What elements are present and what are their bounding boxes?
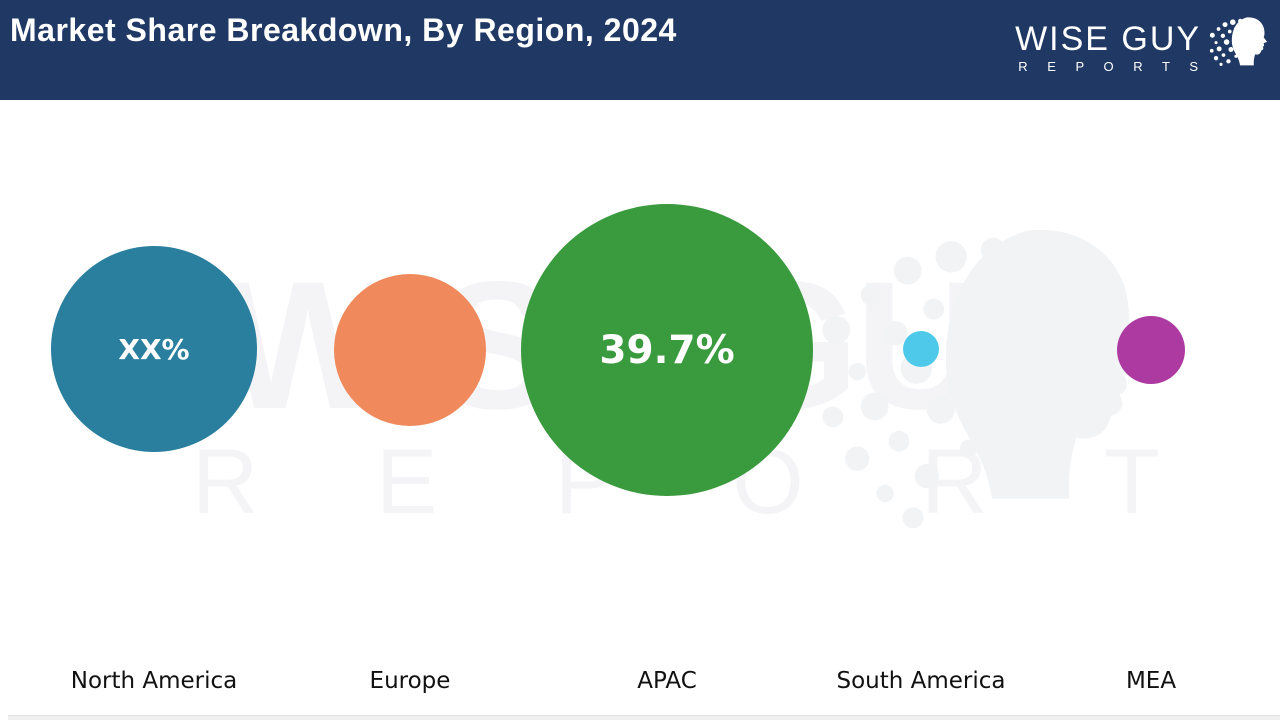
page-title: Market Share Breakdown, By Region, 2024 <box>10 12 677 48</box>
bubble-europe <box>334 274 486 426</box>
bubble-apac: 39.7% <box>521 204 813 496</box>
logo-subtitle: R E P O R T S <box>1018 59 1206 74</box>
category-label-apac: APAC <box>637 668 697 694</box>
category-label-europe: Europe <box>369 668 451 694</box>
bubble-mea <box>1117 316 1185 384</box>
logo-head-icon <box>1208 8 1270 86</box>
wiseguy-logo: WISE GUY R E P O R T S <box>1010 8 1270 86</box>
chart-area: WISE GUY R E P O R T S XX%North Americ <box>0 100 1280 720</box>
bubble-value-label-north-america: XX% <box>118 332 190 366</box>
header-bar: Market Share Breakdown, By Region, 2024 … <box>0 0 1280 100</box>
bubble-south-america <box>903 331 939 367</box>
logo-wordmark: WISE GUY <box>1015 20 1202 58</box>
head-watermark-icon <box>802 222 1170 575</box>
category-label-mea: MEA <box>1125 668 1177 694</box>
bottom-strip <box>8 715 1280 720</box>
logo-text: WISE GUY R E P O R T S <box>1010 20 1206 74</box>
category-label-south-america: South America <box>836 668 1006 694</box>
category-label-north-america: North America <box>70 668 238 694</box>
bubble-north-america: XX% <box>51 246 257 452</box>
bubble-value-label-apac: 39.7% <box>599 327 735 373</box>
